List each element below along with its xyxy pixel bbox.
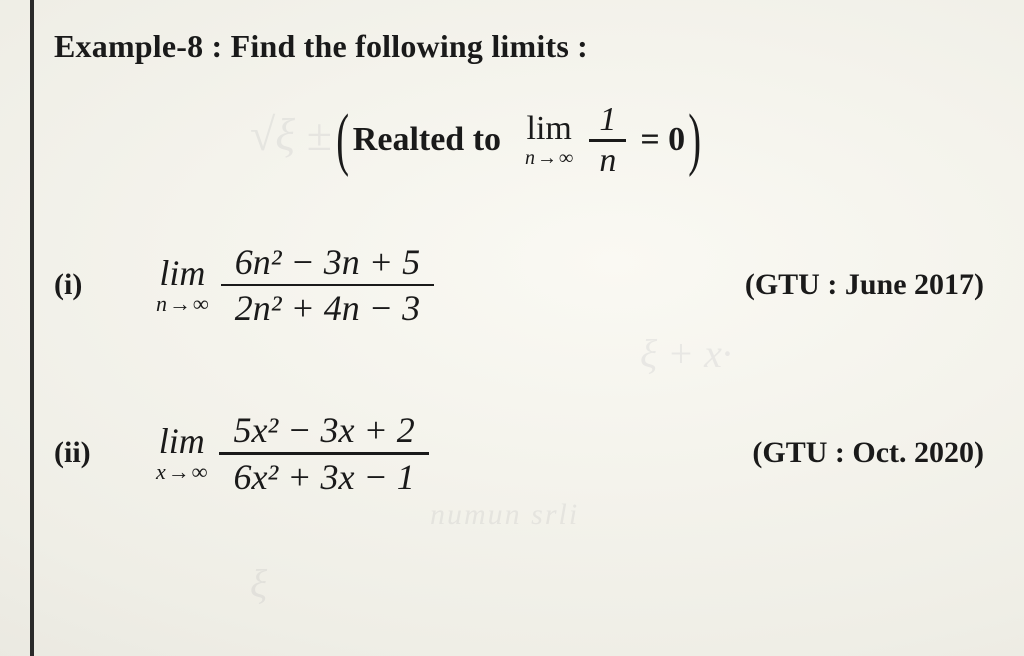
lim-sub: n→∞ [156,293,209,315]
page: Example-8 : Find the following limits : … [0,0,1024,656]
problem-left: (ii) lim x→∞ 5x² − 3x + 2 6x² + 3x − 1 [54,408,435,499]
lim-sub: x→∞ [156,461,207,483]
lim-i: lim n→∞ [156,255,209,315]
frac-num: 1 [589,101,626,139]
ghost-text: numun srli [430,498,579,532]
expr-i: lim n→∞ 6n² − 3n + 5 2n² + 4n − 3 [150,240,440,331]
frac-ii: 5x² − 3x + 2 6x² + 3x − 1 [219,408,428,499]
frac-i: 6n² − 3n + 5 2n² + 4n − 3 [221,240,434,331]
lim-target: ∞ [559,147,573,169]
lim-word: lim [527,112,572,146]
open-paren-icon: ( [337,105,350,175]
lim-target: ∞ [192,459,208,484]
problem-row-i: (i) lim n→∞ 6n² − 3n + 5 2n² + 4n − 3 (G… [54,240,984,331]
subtitle-frac: 1 n [589,101,626,180]
arrow-icon: → [537,147,557,169]
frac-den: 6x² + 3x − 1 [219,455,428,499]
lim-word: lim [159,255,205,291]
ghost-text: ξ + x· [640,330,732,377]
attribution-ii: (GTU : Oct. 2020) [752,436,984,470]
subtitle-row: ( Realted to lim n→∞ 1 n = 0 ) [54,101,984,180]
example-title: Example-8 : Find the following limits : [54,28,984,65]
frac-num: 5x² − 3x + 2 [219,408,428,452]
lim-var: x [156,459,166,484]
subtitle-lim: lim n→∞ [525,112,573,168]
arrow-icon: → [168,459,190,484]
roman-ii: (ii) [54,436,150,470]
ghost-text: ξ [250,560,267,607]
example-label: Example-8 : [54,28,222,64]
expr-ii: lim x→∞ 5x² − 3x + 2 6x² + 3x − 1 [150,408,435,499]
subtitle-tail: = 0 [640,121,685,159]
problem-left: (i) lim n→∞ 6n² − 3n + 5 2n² + 4n − 3 [54,240,440,331]
lim-ii: lim x→∞ [156,423,207,483]
frac-num: 6n² − 3n + 5 [221,240,434,284]
lim-var: n [156,291,167,316]
problem-row-ii: (ii) lim x→∞ 5x² − 3x + 2 6x² + 3x − 1 (… [54,408,984,499]
arrow-icon: → [169,291,191,316]
lim-word: lim [159,423,205,459]
roman-i: (i) [54,268,150,302]
example-text: Find the following limits : [231,28,588,64]
subtitle-paren: ( Realted to lim n→∞ 1 n = 0 ) [337,101,700,180]
close-paren-icon: ) [688,105,701,175]
lim-sub: n→∞ [525,148,573,168]
frac-den: 2n² + 4n − 3 [221,286,434,330]
subtitle-lead: Realted to [353,121,501,159]
frac-den: n [589,142,626,180]
attribution-i: (GTU : June 2017) [745,268,984,302]
lim-var: n [525,147,535,169]
lim-target: ∞ [193,291,209,316]
